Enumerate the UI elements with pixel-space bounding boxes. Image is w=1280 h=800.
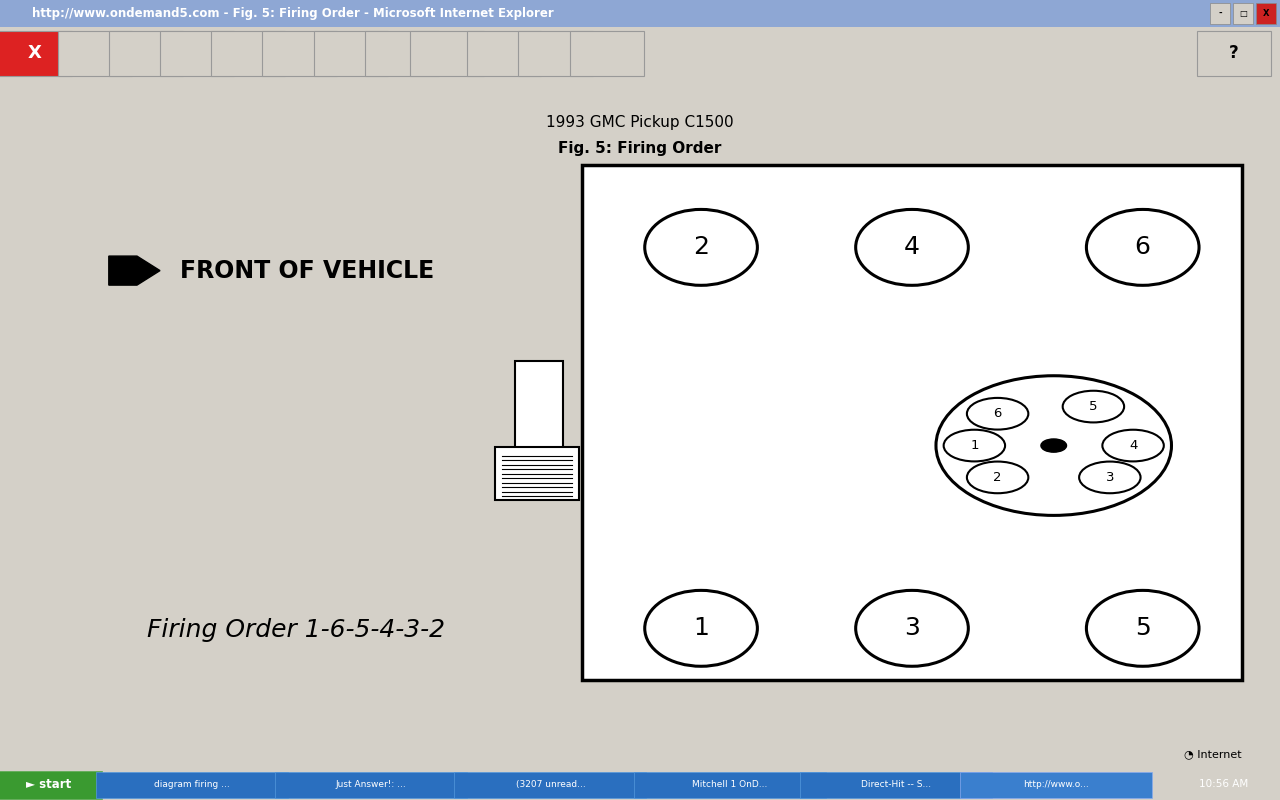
Bar xyxy=(1256,2,1276,25)
Circle shape xyxy=(943,430,1005,462)
FancyBboxPatch shape xyxy=(410,31,484,75)
Text: Firing Order 1-6-5-4-3-2: Firing Order 1-6-5-4-3-2 xyxy=(147,618,445,642)
FancyBboxPatch shape xyxy=(211,31,285,75)
Text: ◔ Internet: ◔ Internet xyxy=(1184,750,1242,759)
Text: 3: 3 xyxy=(1106,471,1114,484)
FancyBboxPatch shape xyxy=(262,31,337,75)
Ellipse shape xyxy=(936,376,1171,515)
Text: ► start: ► start xyxy=(26,778,72,790)
Circle shape xyxy=(966,462,1028,494)
Text: 3: 3 xyxy=(904,616,920,640)
Text: (3207 unread...: (3207 unread... xyxy=(516,780,585,789)
Text: diagram firing ...: diagram firing ... xyxy=(154,780,230,789)
Text: 5: 5 xyxy=(1135,616,1151,640)
Ellipse shape xyxy=(856,210,968,286)
Text: 1: 1 xyxy=(970,439,979,452)
FancyBboxPatch shape xyxy=(58,31,132,75)
Text: 6: 6 xyxy=(993,407,1002,420)
Bar xyxy=(515,361,563,451)
FancyBboxPatch shape xyxy=(314,31,388,75)
Ellipse shape xyxy=(1087,210,1199,286)
Text: -: - xyxy=(1219,9,1221,18)
FancyBboxPatch shape xyxy=(467,31,541,75)
Text: 1: 1 xyxy=(692,616,709,640)
Text: Just Answer!: ...: Just Answer!: ... xyxy=(335,780,407,789)
Text: 4: 4 xyxy=(904,235,920,259)
Ellipse shape xyxy=(645,210,758,286)
FancyBboxPatch shape xyxy=(160,31,234,75)
Text: X: X xyxy=(28,44,41,62)
FancyBboxPatch shape xyxy=(275,772,467,798)
Text: X: X xyxy=(1262,9,1270,18)
Text: Direct-Hit -- S...: Direct-Hit -- S... xyxy=(861,780,931,789)
FancyBboxPatch shape xyxy=(365,31,439,75)
Text: http://www.ondemand5.com - Fig. 5: Firing Order - Microsoft Internet Explorer: http://www.ondemand5.com - Fig. 5: Firin… xyxy=(32,6,554,19)
Text: 4: 4 xyxy=(1129,439,1137,452)
Ellipse shape xyxy=(856,590,968,666)
Circle shape xyxy=(1041,439,1066,452)
Text: Fig. 5: Firing Order: Fig. 5: Firing Order xyxy=(558,141,722,156)
Polygon shape xyxy=(109,256,160,285)
FancyBboxPatch shape xyxy=(109,31,183,75)
Text: 2: 2 xyxy=(993,471,1002,484)
Text: 10:56 AM: 10:56 AM xyxy=(1199,779,1248,789)
Text: FRONT OF VEHICLE: FRONT OF VEHICLE xyxy=(180,258,435,282)
FancyBboxPatch shape xyxy=(96,772,288,798)
Ellipse shape xyxy=(1087,590,1199,666)
Text: http://www.o...: http://www.o... xyxy=(1023,780,1089,789)
FancyBboxPatch shape xyxy=(0,771,102,798)
Text: 1993 GMC Pickup C1500: 1993 GMC Pickup C1500 xyxy=(547,114,733,130)
Bar xyxy=(582,165,1242,680)
FancyBboxPatch shape xyxy=(518,31,593,75)
FancyBboxPatch shape xyxy=(800,772,992,798)
FancyBboxPatch shape xyxy=(1197,31,1271,75)
Text: 5: 5 xyxy=(1089,400,1098,413)
FancyBboxPatch shape xyxy=(634,772,826,798)
Circle shape xyxy=(966,398,1028,430)
Circle shape xyxy=(1102,430,1164,462)
Circle shape xyxy=(1062,390,1124,422)
Bar xyxy=(1210,2,1230,25)
Text: □: □ xyxy=(1239,9,1247,18)
FancyBboxPatch shape xyxy=(960,772,1152,798)
FancyBboxPatch shape xyxy=(454,772,646,798)
Text: 6: 6 xyxy=(1134,235,1151,259)
Circle shape xyxy=(1079,462,1140,494)
FancyBboxPatch shape xyxy=(0,31,72,75)
FancyBboxPatch shape xyxy=(570,31,644,75)
Text: ?: ? xyxy=(1229,44,1239,62)
Text: Mitchell 1 OnD...: Mitchell 1 OnD... xyxy=(692,780,767,789)
Bar xyxy=(495,447,579,500)
Bar xyxy=(1233,2,1253,25)
Ellipse shape xyxy=(645,590,758,666)
Text: 2: 2 xyxy=(692,235,709,259)
